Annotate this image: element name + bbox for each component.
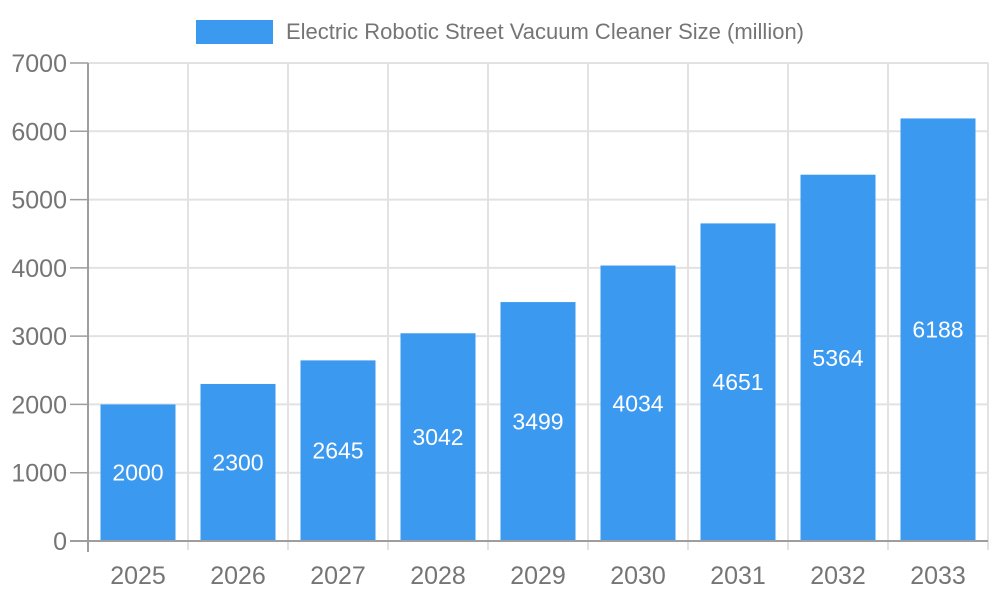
bar [400, 333, 476, 541]
y-tick-label: 6000 [11, 118, 67, 146]
bar [700, 223, 776, 541]
bar-value-label: 6188 [912, 317, 963, 343]
y-tick-label: 0 [53, 528, 67, 556]
bar [600, 265, 676, 541]
y-tick-label: 3000 [11, 323, 67, 351]
x-tick-label: 2027 [310, 562, 366, 590]
bar [900, 118, 976, 541]
bar [200, 383, 276, 541]
x-tick-label: 2026 [210, 562, 266, 590]
x-tick-label: 2033 [910, 562, 966, 590]
bar-value-label: 2000 [112, 460, 163, 486]
y-tick-label: 1000 [11, 460, 67, 488]
bar [800, 174, 876, 541]
chart-legend: Electric Robotic Street Vacuum Cleaner S… [0, 19, 1000, 44]
bar-value-label: 5364 [812, 345, 863, 371]
x-tick-label: 2031 [710, 562, 766, 590]
bar [300, 360, 376, 541]
y-tick-label: 7000 [11, 50, 67, 78]
y-tick-label: 5000 [11, 187, 67, 215]
y-tick-label: 2000 [11, 391, 67, 419]
bar-value-label: 2300 [212, 449, 263, 475]
x-tick-label: 2032 [810, 562, 866, 590]
bar [500, 302, 576, 541]
bar-value-label: 3042 [412, 424, 463, 450]
y-tick-label: 4000 [11, 255, 67, 283]
x-tick-label: 2028 [410, 562, 466, 590]
bar-value-label: 2645 [312, 438, 363, 464]
x-tick-label: 2030 [610, 562, 666, 590]
bar-value-label: 3499 [512, 409, 563, 435]
legend-swatch [196, 20, 273, 44]
x-tick-label: 2025 [110, 562, 166, 590]
x-tick-label: 2029 [510, 562, 566, 590]
bar-value-label: 4651 [712, 369, 763, 395]
bar [100, 404, 176, 541]
legend-series-label: Electric Robotic Street Vacuum Cleaner S… [286, 19, 804, 44]
bar-value-label: 4034 [612, 390, 663, 416]
